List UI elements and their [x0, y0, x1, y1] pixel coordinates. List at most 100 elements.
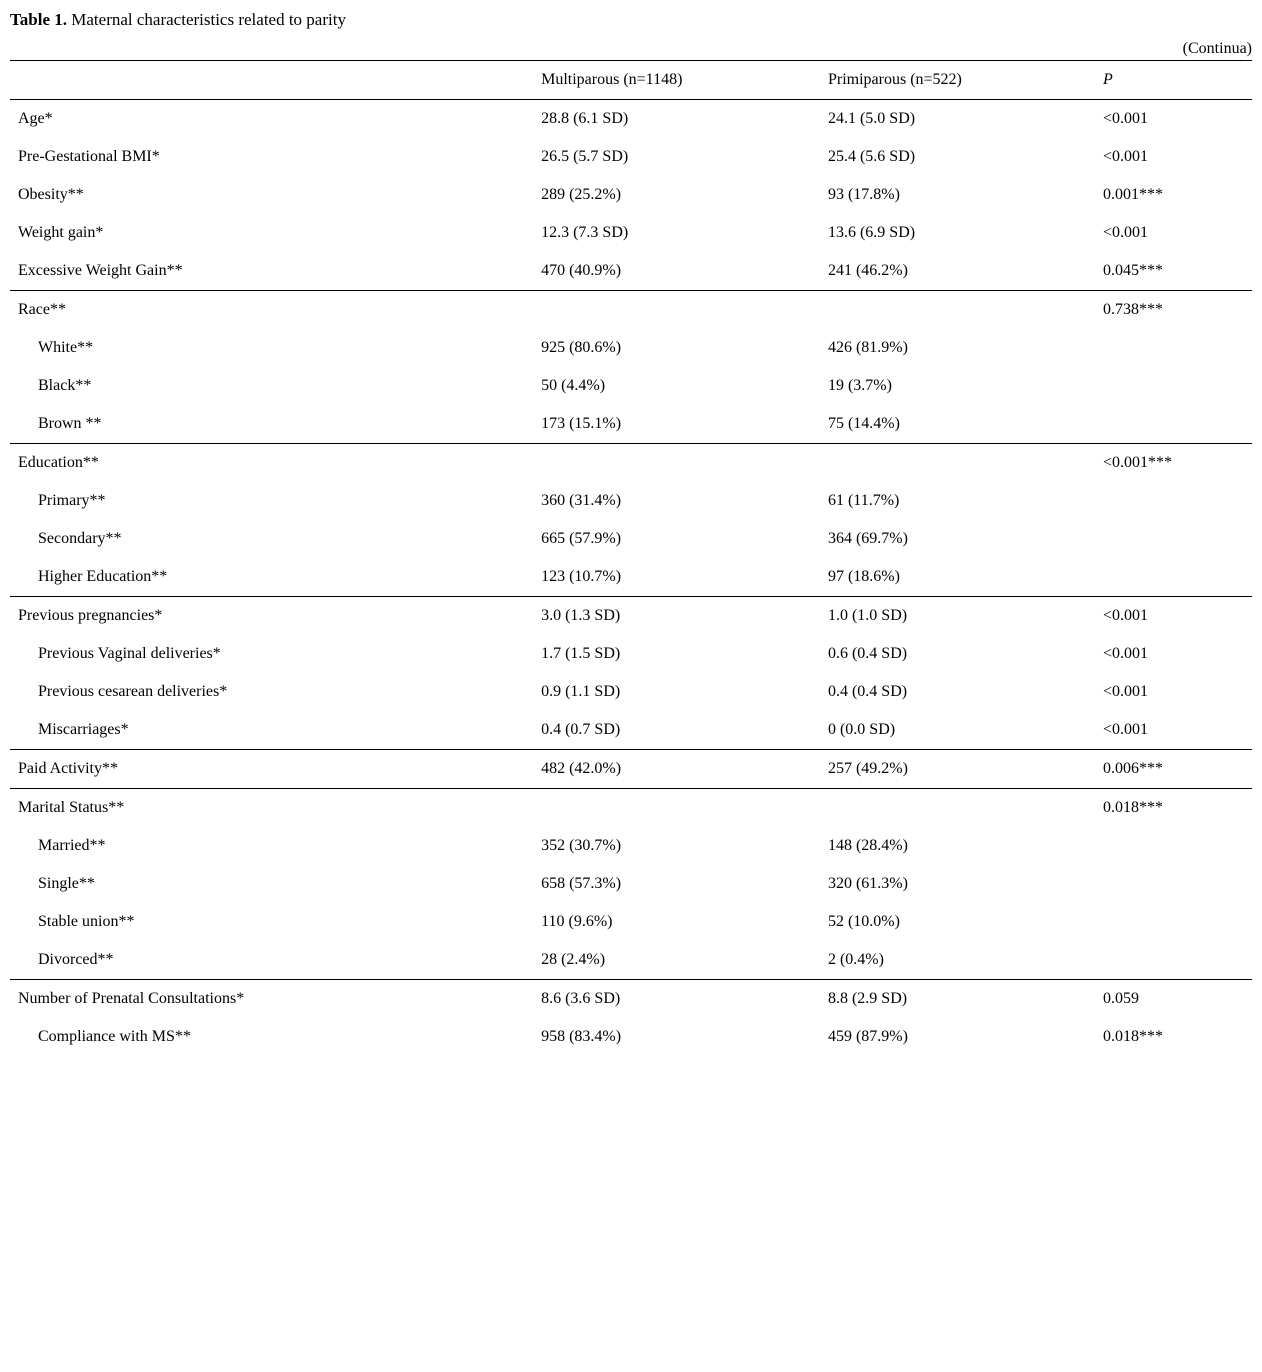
table-title-text: Maternal characteristics related to pari…: [71, 10, 346, 29]
row-label: Excessive Weight Gain**: [10, 252, 533, 291]
table-row: Previous cesarean deliveries*0.9 (1.1 SD…: [10, 673, 1252, 711]
row-primiparous: 13.6 (6.9 SD): [820, 214, 1095, 252]
row-p-value: <0.001: [1095, 673, 1252, 711]
table-row: Divorced**28 (2.4%)2 (0.4%): [10, 941, 1252, 980]
row-p-value: [1095, 903, 1252, 941]
row-multiparous: 958 (83.4%): [533, 1018, 820, 1056]
row-multiparous: 658 (57.3%): [533, 865, 820, 903]
table-row: Higher Education**123 (10.7%)97 (18.6%): [10, 558, 1252, 597]
row-p-value: [1095, 558, 1252, 597]
row-primiparous: 0 (0.0 SD): [820, 711, 1095, 750]
row-label: Brown **: [10, 405, 533, 444]
col-header-p: P: [1095, 61, 1252, 100]
row-p-value: [1095, 405, 1252, 444]
row-label: Single**: [10, 865, 533, 903]
row-primiparous: 0.4 (0.4 SD): [820, 673, 1095, 711]
row-multiparous: 1.7 (1.5 SD): [533, 635, 820, 673]
row-multiparous: 123 (10.7%): [533, 558, 820, 597]
table-row: Married**352 (30.7%)148 (28.4%): [10, 827, 1252, 865]
row-label: Education**: [10, 444, 533, 483]
row-multiparous: 665 (57.9%): [533, 520, 820, 558]
table-row: Pre-Gestational BMI*26.5 (5.7 SD)25.4 (5…: [10, 138, 1252, 176]
table-body: Age*28.8 (6.1 SD)24.1 (5.0 SD)<0.001Pre-…: [10, 100, 1252, 1057]
row-label: Previous pregnancies*: [10, 597, 533, 636]
row-multiparous: 352 (30.7%): [533, 827, 820, 865]
table-header-row: Multiparous (n=1148) Primiparous (n=522)…: [10, 61, 1252, 100]
row-multiparous: 925 (80.6%): [533, 329, 820, 367]
row-multiparous: 8.6 (3.6 SD): [533, 980, 820, 1019]
row-primiparous: 8.8 (2.9 SD): [820, 980, 1095, 1019]
row-p-value: [1095, 520, 1252, 558]
table-row: Marital Status**0.018***: [10, 789, 1252, 828]
row-multiparous: 12.3 (7.3 SD): [533, 214, 820, 252]
table-row: Obesity**289 (25.2%)93 (17.8%)0.001***: [10, 176, 1252, 214]
row-p-value: [1095, 367, 1252, 405]
continua-text: (Continua): [10, 40, 1252, 58]
table-row: Education**<0.001***: [10, 444, 1252, 483]
row-multiparous: [533, 291, 820, 330]
table-row: Miscarriages*0.4 (0.7 SD)0 (0.0 SD)<0.00…: [10, 711, 1252, 750]
row-label: Higher Education**: [10, 558, 533, 597]
row-p-value: <0.001: [1095, 138, 1252, 176]
row-multiparous: 26.5 (5.7 SD): [533, 138, 820, 176]
row-p-value: 0.018***: [1095, 789, 1252, 828]
row-p-value: [1095, 827, 1252, 865]
row-p-value: 0.018***: [1095, 1018, 1252, 1056]
row-primiparous: 25.4 (5.6 SD): [820, 138, 1095, 176]
row-primiparous: 148 (28.4%): [820, 827, 1095, 865]
table-row: Previous pregnancies*3.0 (1.3 SD)1.0 (1.…: [10, 597, 1252, 636]
row-primiparous: 459 (87.9%): [820, 1018, 1095, 1056]
row-primiparous: [820, 291, 1095, 330]
row-primiparous: 24.1 (5.0 SD): [820, 100, 1095, 139]
row-primiparous: 320 (61.3%): [820, 865, 1095, 903]
row-multiparous: [533, 789, 820, 828]
table-row: Weight gain*12.3 (7.3 SD)13.6 (6.9 SD)<0…: [10, 214, 1252, 252]
row-primiparous: 2 (0.4%): [820, 941, 1095, 980]
row-label: Secondary**: [10, 520, 533, 558]
col-header-primiparous: Primiparous (n=522): [820, 61, 1095, 100]
maternal-characteristics-table: Multiparous (n=1148) Primiparous (n=522)…: [10, 60, 1252, 1056]
row-multiparous: 0.4 (0.7 SD): [533, 711, 820, 750]
row-primiparous: 1.0 (1.0 SD): [820, 597, 1095, 636]
row-label: Married**: [10, 827, 533, 865]
row-primiparous: 97 (18.6%): [820, 558, 1095, 597]
row-primiparous: 241 (46.2%): [820, 252, 1095, 291]
row-primiparous: 93 (17.8%): [820, 176, 1095, 214]
row-primiparous: 426 (81.9%): [820, 329, 1095, 367]
table-label: Table 1.: [10, 10, 67, 29]
table-row: Number of Prenatal Consultations*8.6 (3.…: [10, 980, 1252, 1019]
table-row: Compliance with MS**958 (83.4%)459 (87.9…: [10, 1018, 1252, 1056]
row-p-value: <0.001: [1095, 635, 1252, 673]
row-p-value: [1095, 482, 1252, 520]
row-primiparous: 75 (14.4%): [820, 405, 1095, 444]
row-label: Obesity**: [10, 176, 533, 214]
row-label: Weight gain*: [10, 214, 533, 252]
row-p-value: [1095, 329, 1252, 367]
row-multiparous: 482 (42.0%): [533, 750, 820, 789]
row-label: Paid Activity**: [10, 750, 533, 789]
table-row: Secondary**665 (57.9%)364 (69.7%): [10, 520, 1252, 558]
row-label: Miscarriages*: [10, 711, 533, 750]
row-multiparous: [533, 444, 820, 483]
row-multiparous: 28 (2.4%): [533, 941, 820, 980]
table-row: Stable union**110 (9.6%)52 (10.0%): [10, 903, 1252, 941]
row-p-value: <0.001: [1095, 597, 1252, 636]
row-p-value: <0.001: [1095, 214, 1252, 252]
row-label: Pre-Gestational BMI*: [10, 138, 533, 176]
row-primiparous: 257 (49.2%): [820, 750, 1095, 789]
col-header-label: [10, 61, 533, 100]
table-row: Black**50 (4.4%)19 (3.7%): [10, 367, 1252, 405]
table-row: Age*28.8 (6.1 SD)24.1 (5.0 SD)<0.001: [10, 100, 1252, 139]
row-primiparous: [820, 789, 1095, 828]
row-multiparous: 50 (4.4%): [533, 367, 820, 405]
table-row: Race**0.738***: [10, 291, 1252, 330]
table-row: White**925 (80.6%)426 (81.9%): [10, 329, 1252, 367]
row-label: Previous cesarean deliveries*: [10, 673, 533, 711]
row-p-value: 0.006***: [1095, 750, 1252, 789]
row-multiparous: 289 (25.2%): [533, 176, 820, 214]
row-multiparous: 470 (40.9%): [533, 252, 820, 291]
row-label: White**: [10, 329, 533, 367]
row-multiparous: 3.0 (1.3 SD): [533, 597, 820, 636]
row-label: Race**: [10, 291, 533, 330]
row-p-value: 0.059: [1095, 980, 1252, 1019]
